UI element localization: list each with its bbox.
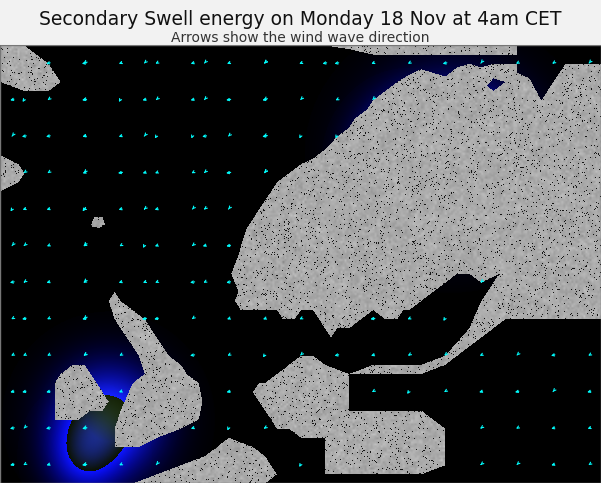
Bar — [0, 45, 601, 483]
Text: Arrows show the wind wave direction: Arrows show the wind wave direction — [171, 31, 430, 45]
Text: Secondary Swell energy on Monday 18 Nov at 4am CET: Secondary Swell energy on Monday 18 Nov … — [39, 10, 562, 29]
